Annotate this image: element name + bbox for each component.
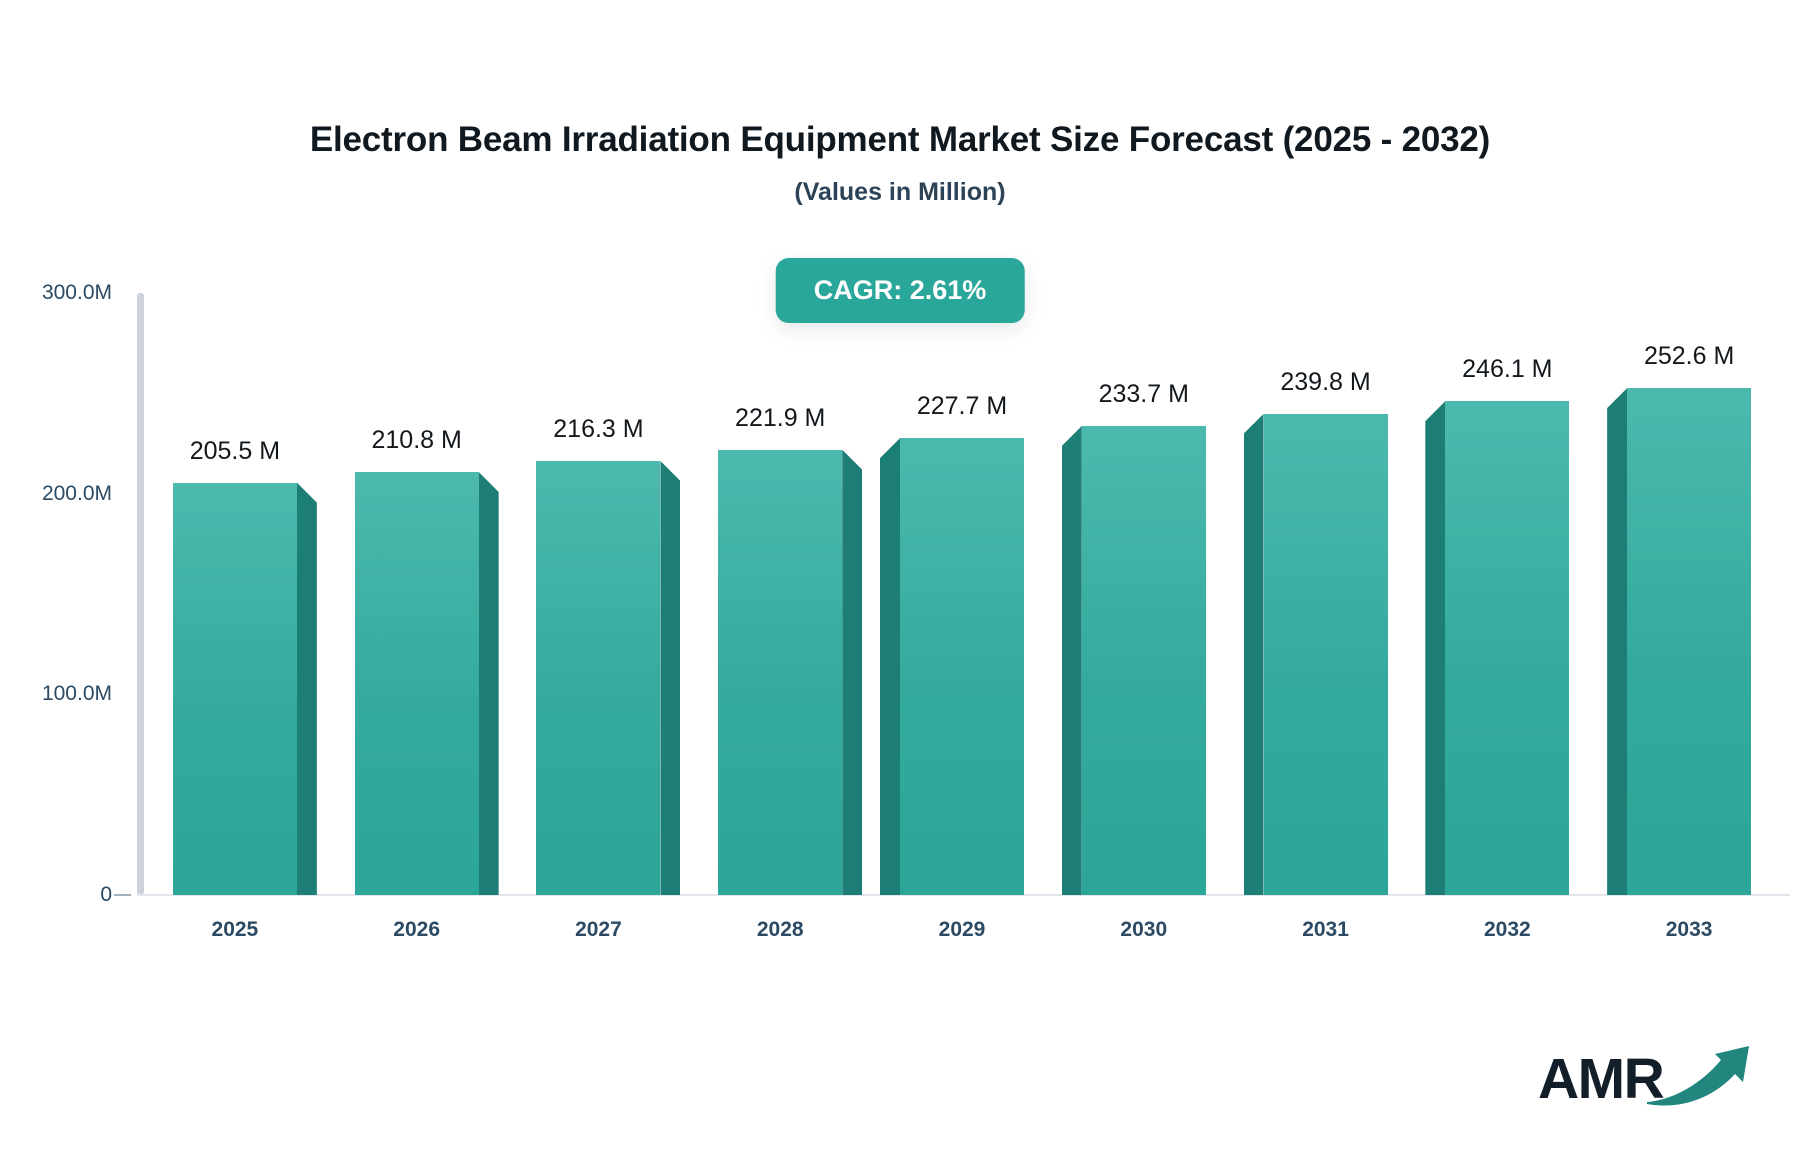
bar-value-label: 239.8 M <box>1280 367 1371 396</box>
bar-side-face <box>478 472 499 895</box>
bar[interactable] <box>354 472 499 895</box>
bar-front-face <box>1263 413 1388 895</box>
bar[interactable] <box>1061 426 1206 895</box>
bar-front-face <box>172 482 297 895</box>
x-axis-tick-label: 2028 <box>756 918 804 941</box>
bar[interactable] <box>880 438 1024 895</box>
bar-front-face <box>1627 388 1752 895</box>
x-axis-tick-label: 2033 <box>1665 918 1713 941</box>
y-axis-tick-label: 200.0M <box>41 481 112 505</box>
bar-side-face <box>1061 426 1082 895</box>
bar[interactable] <box>1425 401 1570 895</box>
y-axis-tick-label: 300.0M <box>41 281 112 304</box>
x-axis-tick-label: 2032 <box>1483 918 1531 941</box>
logo-text: AMR <box>1538 1047 1665 1111</box>
bar-value-label: 252.6 M <box>1643 342 1735 371</box>
x-axis-line <box>137 894 1790 896</box>
x-axis-tick-label: 2025 <box>211 918 259 941</box>
bar[interactable] <box>718 449 863 895</box>
bar[interactable] <box>536 460 681 895</box>
bar-front-face <box>536 460 661 895</box>
cagr-badge: CAGR: 2.61% <box>775 258 1025 323</box>
y-axis-line <box>137 293 144 895</box>
page-title: Electron Beam Irradiation Equipment Mark… <box>309 120 1491 159</box>
x-axis-tick-label: 2026 <box>393 918 441 941</box>
bar-side-face <box>660 460 681 895</box>
bar-side-face <box>1607 388 1628 895</box>
bar[interactable] <box>172 482 317 895</box>
page-subtitle: (Values in Million) <box>794 178 1006 206</box>
bar-side-face <box>842 449 863 895</box>
bar-front-face <box>900 438 1024 895</box>
x-axis-tick-label: 2030 <box>1120 918 1168 941</box>
bar-value-label: 205.5 M <box>189 436 281 465</box>
bar-value-label: 216.3 M <box>553 414 644 443</box>
bar-side-face <box>1243 413 1264 895</box>
bar-value-label: 233.7 M <box>1098 380 1189 409</box>
bar-side-face <box>1425 401 1446 895</box>
x-axis-tick-label: 2031 <box>1302 918 1349 941</box>
bar-value-label: 246.1 M <box>1462 355 1553 384</box>
bar-front-face <box>1081 426 1206 895</box>
bar-side-face <box>296 482 317 895</box>
y-axis-tick-label: 0 <box>100 883 112 906</box>
y-axis-tick-mark <box>114 894 131 896</box>
x-axis-tick-label: 2027 <box>575 918 622 941</box>
bar-side-face <box>880 438 900 895</box>
bar-value-label: 221.9 M <box>735 403 826 432</box>
bar-front-face <box>718 449 843 895</box>
bar-front-face <box>354 472 479 895</box>
bar-value-label: 227.7 M <box>916 392 1008 421</box>
x-axis-tick-label: 2029 <box>938 918 986 941</box>
bar[interactable] <box>1607 388 1752 895</box>
trend-up-arrow-icon <box>1647 1046 1749 1106</box>
amr-logo: AMR <box>1538 1032 1758 1128</box>
bar-front-face <box>1445 401 1570 895</box>
bar[interactable] <box>1243 413 1388 895</box>
y-axis-tick-label: 100.0M <box>41 682 112 706</box>
bar-value-label: 210.8 M <box>371 425 462 454</box>
